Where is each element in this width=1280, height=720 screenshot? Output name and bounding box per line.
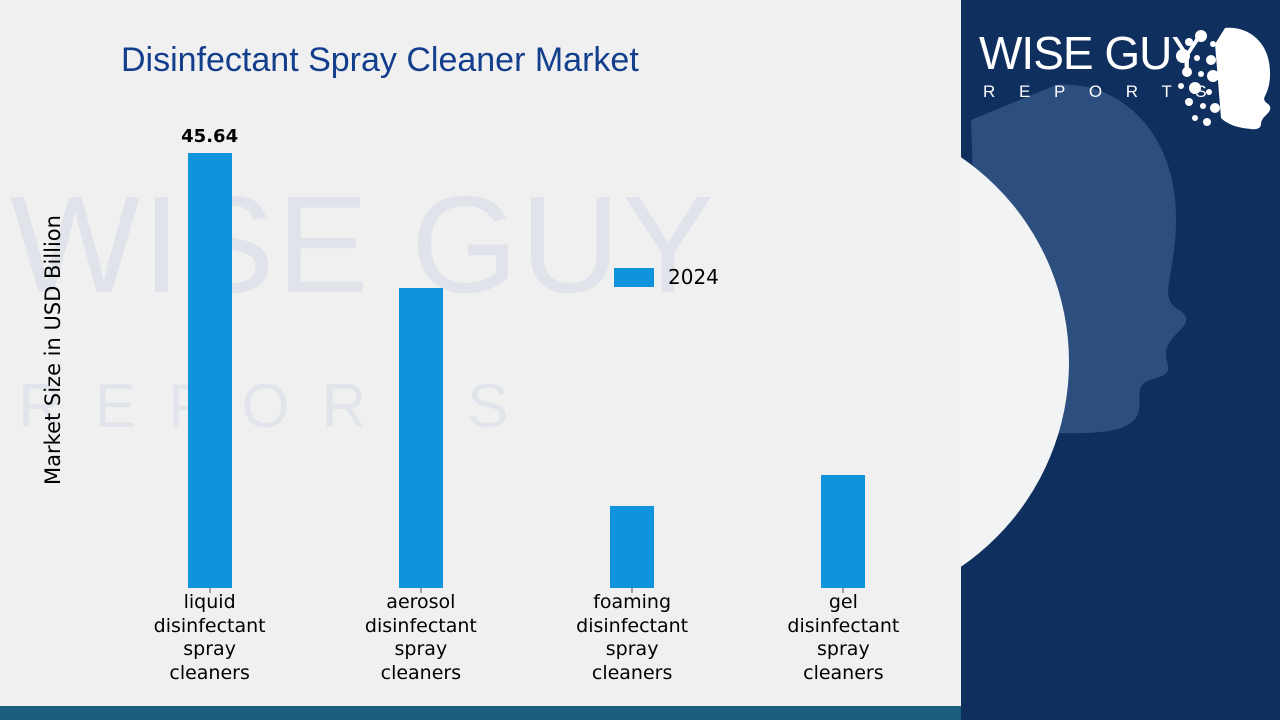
y-axis-title: Market Size in USD Billion xyxy=(41,215,65,485)
category-line: spray xyxy=(605,638,659,660)
category-line: disinfectant xyxy=(364,614,477,637)
category-label-gel: gel disinfectant spray cleaners xyxy=(738,591,949,685)
category-label-foaming: foaming disinfectant spray cleaners xyxy=(527,591,738,685)
bar-value-liquid: 45.64 xyxy=(181,126,239,147)
category-line: liquid xyxy=(183,591,236,613)
chart-title: Disinfectant Spray Cleaner Market xyxy=(121,41,639,79)
legend-swatch-2024 xyxy=(614,267,654,287)
footer-accent-bar xyxy=(0,706,961,720)
category-line: disinfectant xyxy=(576,614,689,637)
category-line: disinfectant xyxy=(153,614,266,637)
category-line: disinfectant xyxy=(787,614,900,637)
circle-overlay xyxy=(961,157,1069,567)
category-line: spray xyxy=(183,638,236,660)
chart-panel: WISE GUY REPORTS Disinfectant Spray Clea… xyxy=(10,41,949,685)
bar-slot-aerosol xyxy=(315,130,526,593)
bar-liquid[interactable] xyxy=(187,153,232,588)
brand-logo-tagline: R E P O R T S xyxy=(983,82,1217,101)
legend-label-2024: 2024 xyxy=(668,265,719,289)
x-axis-categories: liquid disinfectant spray cleaners aeros… xyxy=(104,591,949,685)
category-line: cleaners xyxy=(169,661,250,684)
tick-liquid xyxy=(209,588,211,593)
brand-panel: WISE GUY R E P O R T S xyxy=(961,0,1280,720)
category-line: spray xyxy=(394,638,448,660)
category-label-liquid: liquid disinfectant spray cleaners xyxy=(104,591,315,685)
tick-gel xyxy=(842,588,844,593)
category-line: gel xyxy=(828,591,858,613)
logo-head-icon xyxy=(1176,27,1271,130)
tick-foaming xyxy=(631,588,633,593)
bar-slot-gel xyxy=(738,130,949,593)
category-line: aerosol xyxy=(386,591,456,613)
bars-row: 45.64 xyxy=(104,126,949,593)
category-line: spray xyxy=(817,638,870,660)
category-line: foaming xyxy=(593,591,672,613)
brand-logo-wordmark: WISE GUY xyxy=(979,27,1202,79)
bar-gel[interactable] xyxy=(821,475,866,588)
bar-aerosol[interactable] xyxy=(398,288,443,588)
category-line: cleaners xyxy=(591,661,673,684)
category-label-aerosol: aerosol disinfectant spray cleaners xyxy=(315,591,526,685)
brand-logo: WISE GUY R E P O R T S xyxy=(979,26,1279,130)
category-line: cleaners xyxy=(803,661,884,684)
bar-slot-liquid: 45.64 xyxy=(104,126,315,593)
tick-aerosol xyxy=(420,588,422,593)
plot-area: 45.64 xyxy=(104,126,949,593)
logo-dots xyxy=(1176,30,1220,126)
bar-slot-foaming xyxy=(527,130,738,593)
chart-legend: 2024 xyxy=(614,265,719,289)
category-line: cleaners xyxy=(380,661,462,684)
bar-foaming[interactable] xyxy=(610,506,655,588)
